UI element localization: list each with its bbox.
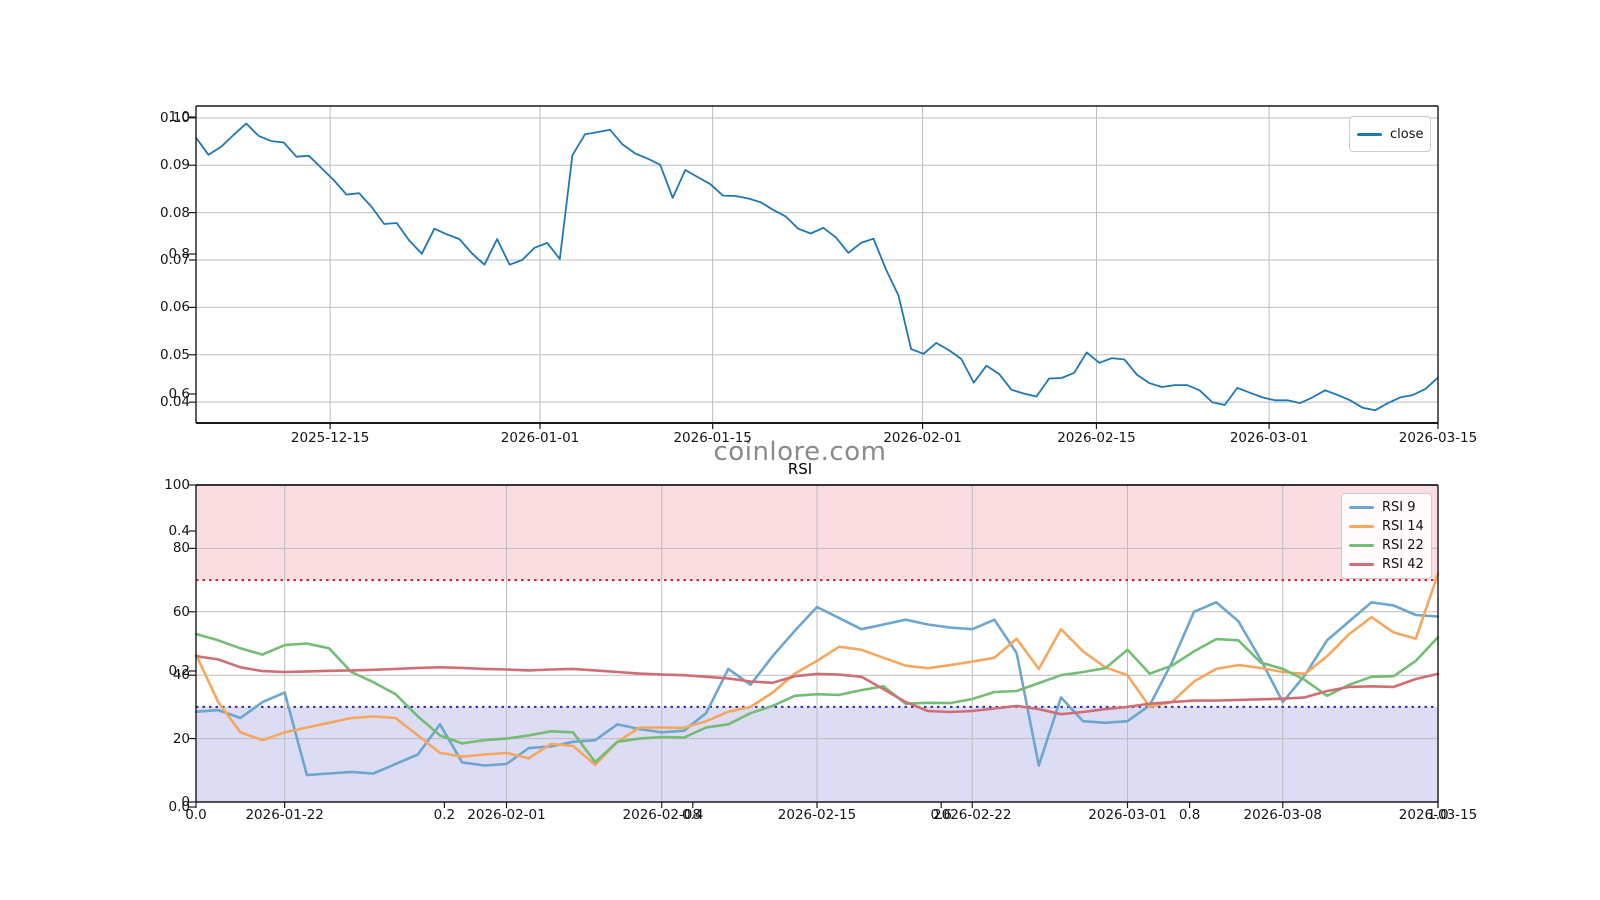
rsi-panel-title: RSI [787, 460, 813, 478]
y-tick-label-rsi-secondary: 0.2 [168, 663, 190, 679]
x-tick-label-rsi-date: 2026-03-15 [1398, 807, 1478, 823]
x-tick-label-price: 2026-03-01 [1229, 430, 1309, 446]
rsi14-line-swatch [1349, 525, 1374, 528]
y-tick-label-price: 0.09 [159, 157, 190, 174]
y-tick-label-rsi-secondary: 0.4 [168, 523, 190, 539]
y-tick-label-rsi: 40 [172, 667, 190, 684]
legend-item-rsi9[interactable]: RSI 9 [1349, 498, 1424, 517]
x-tick-label-rsi-norm: 0.0 [185, 807, 207, 823]
rsi42-line-swatch [1349, 563, 1374, 566]
x-tick-label-rsi-date: 2026-02-08 [622, 807, 701, 823]
y-tick-label-rsi: 100 [164, 477, 190, 493]
x-tick-label-rsi-norm: 0.6 [930, 807, 952, 823]
y-tick-label-price: 0.08 [159, 204, 190, 221]
watermark: coinlore.com [713, 437, 887, 467]
y-tick-label-rsi: 60 [172, 603, 190, 620]
legend-label-rsi42: RSI 42 [1382, 557, 1424, 572]
y-tick-label-price: 0.04 [159, 394, 190, 411]
y-tick-label-price: 0.07 [159, 251, 190, 268]
x-tick-label-rsi-norm: 0.4 [682, 807, 704, 823]
x-tick-label-price: 2026-01-01 [500, 430, 580, 446]
x-tick-label-rsi-date: 2026-01-22 [245, 807, 324, 823]
legend-label-close: close [1390, 126, 1424, 142]
x-tick-label-rsi-date: 2026-03-08 [1243, 807, 1322, 823]
x-tick-label-price: 2026-03-15 [1398, 430, 1478, 446]
legend-label-rsi22: RSI 22 [1382, 538, 1424, 553]
x-tick-label-price: 2026-02-01 [883, 430, 962, 446]
close-line-swatch [1357, 132, 1382, 136]
y-tick-label-rsi: 0 [181, 794, 190, 810]
legend-label-rsi9: RSI 9 [1382, 500, 1416, 515]
legend-item-rsi42[interactable]: RSI 42 [1349, 555, 1424, 574]
legend-item-rsi14[interactable]: RSI 14 [1349, 517, 1424, 536]
x-tick-label-rsi-date: 2026-02-15 [777, 807, 857, 823]
x-tick-label-price: 2025-12-15 [290, 430, 370, 446]
y-tick-label-price: 0.06 [159, 299, 190, 316]
y-tick-label-rsi: 20 [172, 730, 190, 747]
x-tick-label-price: 2026-02-15 [1057, 430, 1136, 446]
x-tick-label-rsi-date: 2026-03-01 [1088, 807, 1167, 823]
y-tick-label-price: 0.10 [159, 109, 190, 126]
y-tick-label-rsi: 80 [172, 540, 190, 557]
x-tick-label-price: 2026-01-15 [673, 430, 752, 446]
legend-item-rsi22[interactable]: RSI 22 [1349, 536, 1424, 555]
y-tick-label-rsi-secondary: 0.0 [168, 799, 190, 815]
legend-item-close[interactable]: close [1357, 125, 1423, 144]
rsi22-line-swatch [1349, 544, 1374, 547]
legend-close: close [1349, 116, 1432, 152]
rsi9-line-swatch [1349, 506, 1374, 509]
x-tick-label-rsi-date: 2026-02-01 [467, 807, 546, 823]
y-tick-label-price-secondary: 1.0 [168, 109, 190, 125]
x-tick-label-rsi-norm: 0.2 [433, 807, 456, 823]
legend-rsi: RSI 9 RSI 14 RSI 22 RSI 42 [1341, 493, 1432, 579]
x-tick-label-rsi-date: 2026-02-22 [933, 807, 1012, 823]
x-tick-label-rsi-norm: 1.0 [1427, 807, 1449, 823]
y-tick-label-price-secondary: 0.8 [168, 246, 190, 262]
x-tick-label-rsi-norm: 0.8 [1178, 807, 1201, 823]
y-tick-label-price-secondary: 0.6 [168, 386, 190, 402]
y-tick-label-price: 0.05 [159, 346, 190, 363]
legend-label-rsi14: RSI 14 [1382, 519, 1424, 534]
